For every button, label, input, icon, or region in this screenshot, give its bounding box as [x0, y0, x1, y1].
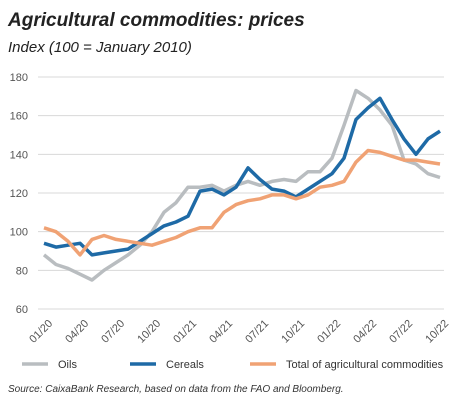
y-tick-label: 100	[10, 227, 28, 239]
x-tick-label: 07/20	[99, 318, 127, 346]
x-tick-label: 10/20	[135, 318, 163, 346]
x-tick-label: 10/21	[279, 318, 307, 346]
x-tick-label: 01/22	[315, 318, 343, 346]
y-tick-label: 140	[10, 149, 28, 161]
chart-title: Agricultural commodities: prices	[7, 10, 305, 31]
series-line	[43, 96, 441, 257]
y-tick-label: 80	[16, 265, 28, 277]
y-tick-label: 120	[10, 188, 28, 200]
x-tick-label: 10/22	[423, 318, 451, 346]
legend-label: Oils	[58, 359, 77, 371]
series-line	[43, 148, 441, 257]
x-tick-label: 07/21	[243, 318, 271, 346]
source: Source: CaixaBank Research, based on dat…	[8, 384, 344, 395]
x-tick-label: 01/20	[27, 318, 55, 346]
x-tick-label: 04/21	[207, 318, 235, 346]
x-tick-label: 04/22	[351, 318, 379, 346]
y-tick-label: 160	[10, 111, 28, 123]
x-tick-label: 01/21	[171, 318, 199, 346]
legend-label: Total of agricultural commodities	[286, 359, 444, 371]
y-tick-label: 180	[10, 72, 28, 84]
y-tick-label: 60	[16, 304, 28, 316]
legend-label: Cereals	[166, 359, 204, 371]
chart-subtitle: Index (100 = January 2010)	[8, 39, 192, 56]
x-tick-label: 07/22	[387, 318, 415, 346]
x-tick-label: 04/20	[63, 318, 91, 346]
